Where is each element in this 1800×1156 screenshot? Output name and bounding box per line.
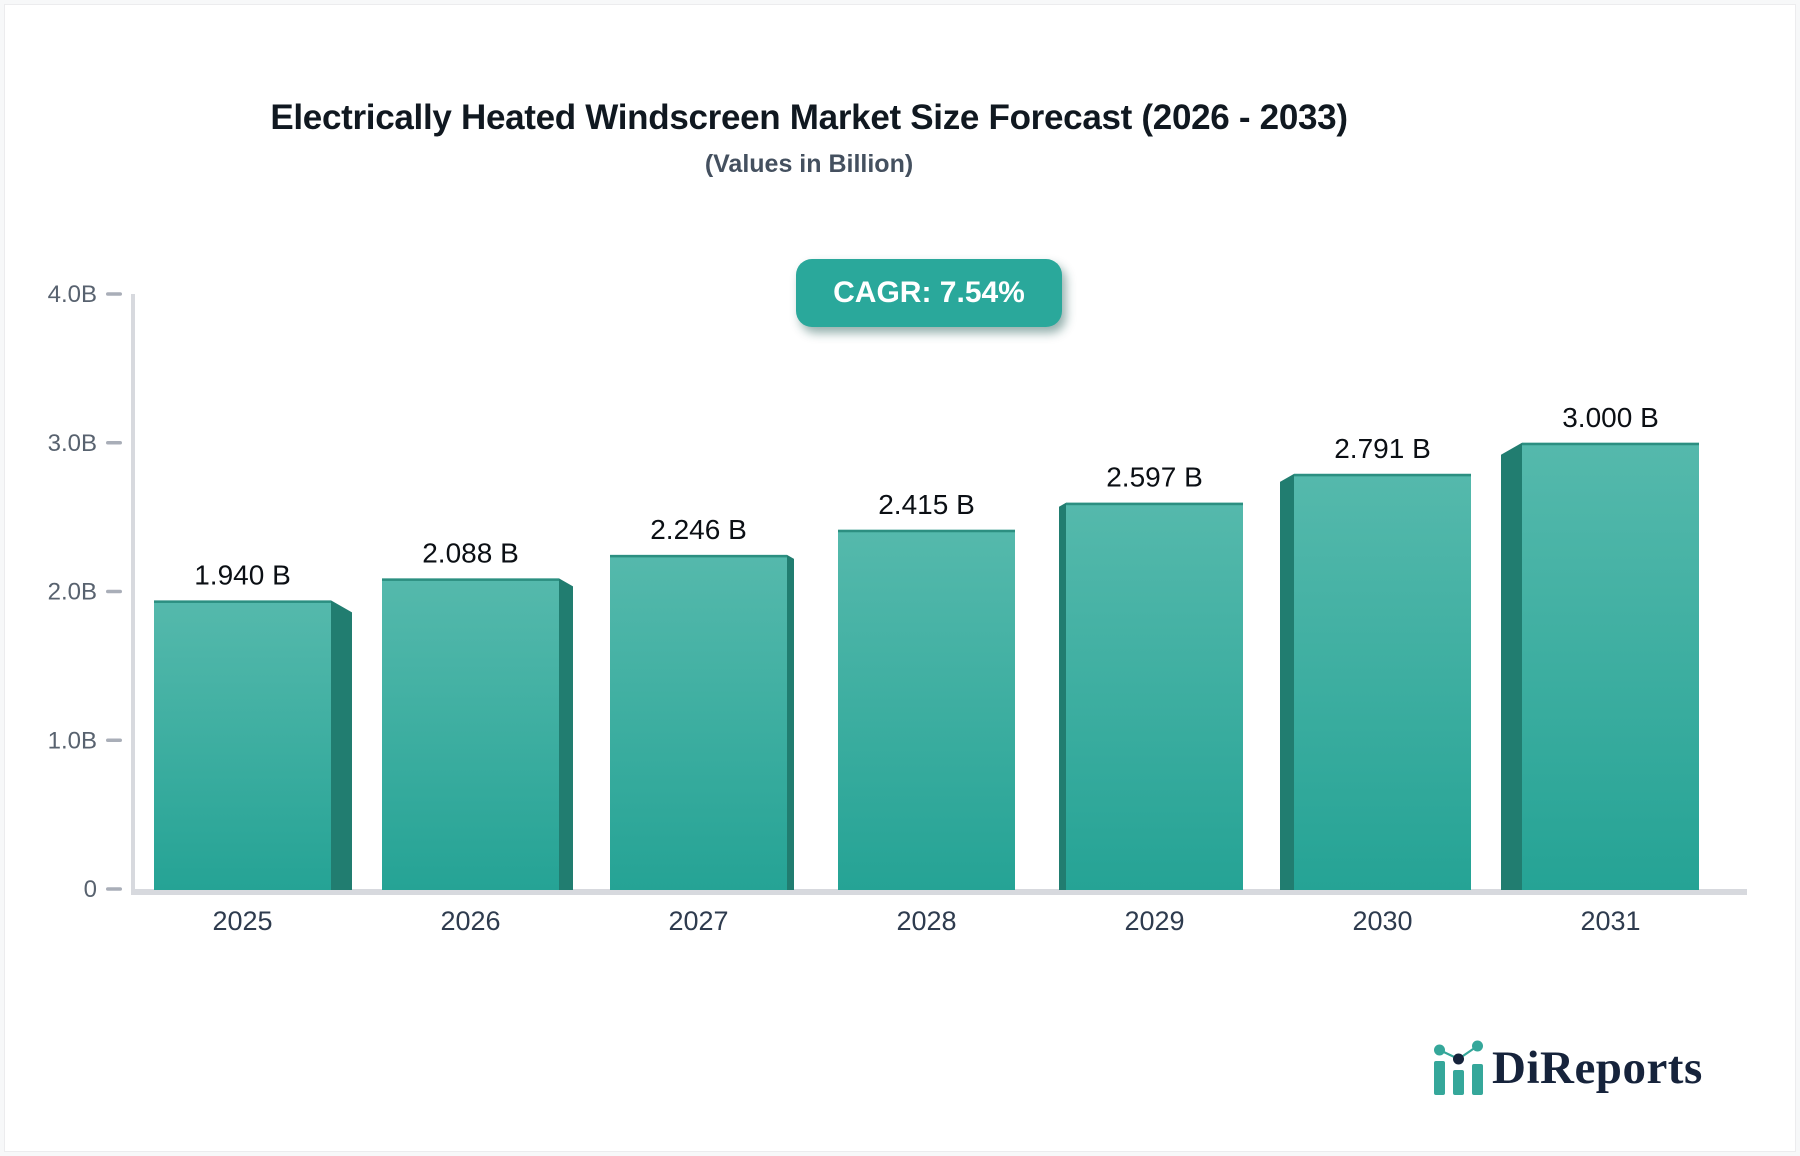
x-axis-label: 2029 [1124, 906, 1184, 936]
bar-value-label: 2.791 B [1334, 433, 1431, 464]
brand-logo-text: DiReports [1492, 1042, 1703, 1094]
y-axis-tick [106, 887, 122, 891]
x-axis-label: 2031 [1580, 906, 1640, 936]
bar-side-face [1501, 442, 1522, 890]
bar-value-label: 3.000 B [1562, 402, 1659, 433]
x-axis-label: 2026 [440, 906, 500, 936]
x-axis-label: 2025 [212, 906, 272, 936]
y-axis-tick [106, 589, 122, 594]
bar [1522, 442, 1699, 890]
x-axis-label: 2030 [1352, 906, 1412, 936]
y-axis-line [131, 294, 135, 889]
bar-side-face [1059, 502, 1066, 890]
x-axis-line [131, 889, 1747, 895]
y-axis-tick [106, 292, 122, 296]
cagr-badge: CAGR: 7.54% [796, 259, 1062, 327]
bar-value-label: 2.088 B [422, 537, 519, 568]
bar-value-label: 2.415 B [878, 489, 975, 520]
bar-top-edge [1522, 442, 1699, 446]
bar-side-face [559, 578, 573, 890]
bar-side-face [331, 600, 352, 890]
y-axis-label: 0 [84, 876, 97, 903]
y-axis-tick [106, 440, 122, 445]
bar-top-edge [382, 578, 559, 581]
chart-title: Electrically Heated Windscreen Market Si… [270, 98, 1348, 137]
x-axis-label: 2027 [668, 906, 728, 936]
cagr-badge-label: CAGR: 7.54% [833, 276, 1025, 309]
y-axis-label: 2.0B [48, 579, 97, 606]
y-axis-label: 4.0B [48, 281, 97, 308]
bar-top-edge [610, 554, 787, 558]
bar-value-label: 1.940 B [194, 559, 291, 590]
bar-side-face [787, 554, 794, 890]
y-axis-label: 1.0B [48, 727, 97, 754]
chart-subtitle: (Values in Billion) [704, 150, 914, 178]
bar-value-label: 2.246 B [650, 514, 747, 545]
brand-logo: DiReports [1432, 1032, 1703, 1104]
bar-chart: 4.0B 3.0B 2.0B 1.0B 0 1.940 B 2025 2.088 B 2026 2… [48, 281, 1747, 936]
bar [154, 600, 331, 890]
bar [1294, 473, 1471, 890]
brand-logo-icon [1434, 1040, 1483, 1095]
bar-side-face [1280, 473, 1294, 890]
bar [838, 529, 1015, 890]
bar-top-edge [1294, 473, 1471, 477]
bar-top-edge [838, 529, 1015, 533]
bar [382, 578, 559, 890]
bar [1066, 502, 1243, 890]
bar-top-edge [1066, 502, 1243, 506]
x-axis-label: 2028 [896, 906, 956, 936]
bar-value-label: 2.597 B [1106, 462, 1203, 493]
bar-top-edge [154, 600, 331, 603]
bar [610, 554, 787, 890]
y-axis-label: 3.0B [48, 430, 97, 457]
y-axis-tick [106, 738, 122, 743]
